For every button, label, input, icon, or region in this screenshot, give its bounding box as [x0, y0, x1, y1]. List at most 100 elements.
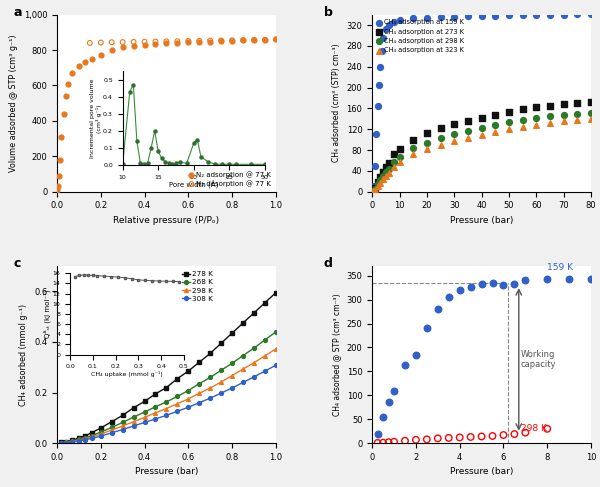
- Point: [373, 430, 382, 437]
- CH₄ adsorption at 273 K: [490, 111, 500, 118]
- 308 K: [119, 427, 126, 432]
- CH₄ adsorption at 298 K: [378, 172, 388, 180]
- Point: [499, 431, 508, 439]
- CH₄ adsorption at 159 K: [436, 13, 445, 21]
- 298 K: [262, 353, 269, 359]
- 308 K: [262, 368, 269, 374]
- Text: Working
capacity: Working capacity: [521, 350, 556, 369]
- N₂ desorption @ 77 K: [184, 37, 193, 45]
- 278 K: [58, 439, 65, 445]
- Point: [455, 433, 464, 441]
- CH₄ adsorption at 298 K: [389, 158, 399, 166]
- CH₄ adsorption at 273 K: [373, 178, 382, 186]
- CH₄ adsorption at 323 K: [545, 119, 555, 127]
- 298 K: [58, 440, 65, 446]
- 278 K: [119, 412, 126, 418]
- 298 K: [206, 385, 214, 391]
- Point: [542, 425, 552, 433]
- CH₄ adsorption at 298 K: [373, 181, 382, 188]
- CH₄ adsorption at 159 K: [449, 13, 459, 20]
- CH₄ adsorption at 159 K: [490, 12, 500, 19]
- CH₄ adsorption at 298 K: [376, 176, 385, 184]
- CH₄ adsorption at 323 K: [373, 183, 382, 190]
- CH₄ adsorption at 323 K: [378, 175, 388, 183]
- CH₄ adsorption at 298 K: [518, 116, 527, 124]
- CH₄ adsorption at 159 K: [477, 12, 487, 19]
- 278 K: [108, 419, 115, 425]
- CH₄ adsorption at 323 K: [389, 163, 399, 171]
- 308 K: [229, 385, 236, 391]
- N₂ desorption @ 77 K: [129, 38, 139, 46]
- CH₄ adsorption at 298 K: [586, 109, 596, 117]
- N₂ adsorption @ 77 K: [55, 156, 65, 164]
- 268 K: [174, 393, 181, 399]
- 298 K: [196, 391, 203, 396]
- CH₄ adsorption at 323 K: [586, 115, 596, 123]
- Point: [384, 398, 394, 406]
- N₂ desorption @ 77 K: [271, 36, 281, 43]
- CH₄ adsorption at 159 K: [381, 25, 391, 33]
- Point: [384, 438, 394, 446]
- 278 K: [62, 439, 70, 445]
- CH₄ adsorption at 159 K: [384, 21, 394, 29]
- Point: [565, 275, 574, 283]
- Point: [466, 283, 475, 291]
- N₂ adsorption @ 77 K: [260, 36, 270, 44]
- 278 K: [262, 300, 269, 306]
- 308 K: [75, 438, 82, 444]
- CH₄ adsorption at 159 K: [463, 12, 473, 20]
- 278 K: [206, 351, 214, 356]
- Point: [466, 433, 475, 441]
- CH₄ adsorption at 273 K: [370, 184, 380, 191]
- N₂ adsorption @ 77 K: [55, 172, 64, 180]
- 268 K: [152, 404, 159, 410]
- 268 K: [69, 438, 76, 444]
- 308 K: [196, 400, 203, 406]
- CH₄ adsorption at 323 K: [518, 123, 527, 131]
- 268 K: [97, 429, 104, 435]
- CH₄ adsorption at 273 K: [384, 159, 394, 167]
- Point: [400, 361, 410, 369]
- CH₄ adsorption at 323 K: [477, 131, 487, 139]
- 278 K: [174, 376, 181, 382]
- 268 K: [250, 345, 257, 351]
- CH₄ adsorption at 159 K: [377, 47, 386, 55]
- 308 K: [58, 440, 65, 446]
- Point: [509, 281, 519, 288]
- N₂ desorption @ 77 K: [85, 39, 95, 47]
- CH₄ adsorption at 323 K: [370, 186, 380, 193]
- CH₄ adsorption at 273 K: [376, 173, 385, 181]
- CH₄ adsorption at 273 K: [368, 187, 378, 195]
- N₂ desorption @ 77 K: [260, 36, 270, 44]
- 278 K: [196, 359, 203, 365]
- N₂ adsorption @ 77 K: [140, 41, 149, 49]
- N₂ adsorption @ 77 K: [205, 38, 215, 46]
- N₂ desorption @ 77 K: [217, 37, 226, 44]
- CH₄ adsorption at 298 K: [368, 187, 378, 195]
- Point: [521, 429, 530, 436]
- 298 K: [163, 406, 170, 412]
- 268 K: [58, 440, 65, 446]
- 308 K: [206, 395, 214, 401]
- Point: [422, 435, 431, 443]
- N₂ adsorption @ 77 K: [118, 43, 127, 51]
- CH₄ adsorption at 298 K: [572, 110, 582, 118]
- Text: 298 K: 298 K: [521, 424, 547, 432]
- CH₄ adsorption at 159 K: [545, 11, 555, 19]
- N₂ adsorption @ 77 K: [68, 69, 77, 77]
- N₂ adsorption @ 77 K: [227, 37, 237, 45]
- N₂ adsorption @ 77 K: [184, 38, 193, 46]
- Point: [509, 430, 519, 438]
- CH₄ adsorption at 159 K: [389, 18, 399, 26]
- Line: 308 K: 308 K: [59, 363, 278, 445]
- 278 K: [185, 368, 192, 374]
- CH₄ adsorption at 273 K: [545, 102, 555, 110]
- 308 K: [250, 374, 257, 380]
- CH₄ adsorption at 273 K: [477, 114, 487, 122]
- 278 K: [130, 405, 137, 411]
- 298 K: [174, 401, 181, 407]
- N₂ adsorption @ 77 K: [61, 92, 71, 100]
- 308 K: [218, 390, 225, 396]
- 268 K: [62, 439, 70, 445]
- 298 K: [97, 431, 104, 437]
